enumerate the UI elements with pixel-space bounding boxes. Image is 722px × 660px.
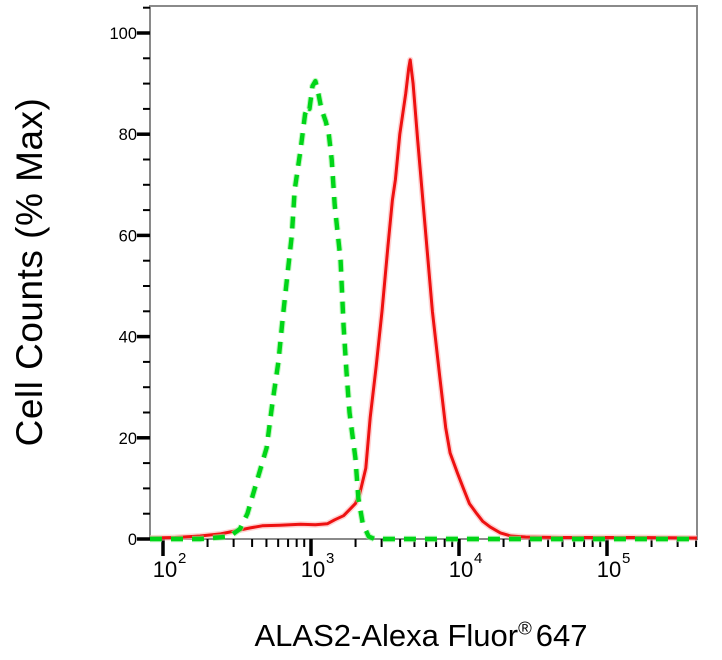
green-dashed-curve-halo xyxy=(150,77,697,543)
x-tick-exponent: 4 xyxy=(474,550,482,567)
red-solid-curve-halo xyxy=(149,56,698,541)
y-tick-label: 40 xyxy=(119,329,137,347)
red-solid-curve xyxy=(149,58,698,540)
green-dashed-curve xyxy=(150,78,697,542)
x-tick-label: 10 xyxy=(153,557,177,582)
plot-frame xyxy=(149,5,698,540)
x-axis-title: ALAS2-Alexa Fluor® 647 xyxy=(254,618,587,654)
x-tick-label: 10 xyxy=(597,557,621,582)
y-tick-label: 80 xyxy=(119,126,137,144)
y-axis-title: Cell Counts (% Max) xyxy=(9,97,50,447)
y-tick-label: 60 xyxy=(119,227,137,245)
x-tick-exponent: 3 xyxy=(326,550,334,567)
y-tick-label: 20 xyxy=(119,430,137,448)
x-tick-exponent: 5 xyxy=(622,550,630,567)
x-tick-label: 10 xyxy=(449,557,473,582)
x-tick-label: 10 xyxy=(301,557,325,582)
registered-trademark-symbol: ® xyxy=(518,617,532,639)
x-tick-exponent: 2 xyxy=(178,550,186,567)
x-axis-title-main: ALAS2-Alexa Fluor xyxy=(254,618,519,653)
y-tick-label: 0 xyxy=(128,531,137,549)
y-tick-label: 100 xyxy=(109,25,137,43)
x-axis-title-suffix: 647 xyxy=(535,618,588,653)
